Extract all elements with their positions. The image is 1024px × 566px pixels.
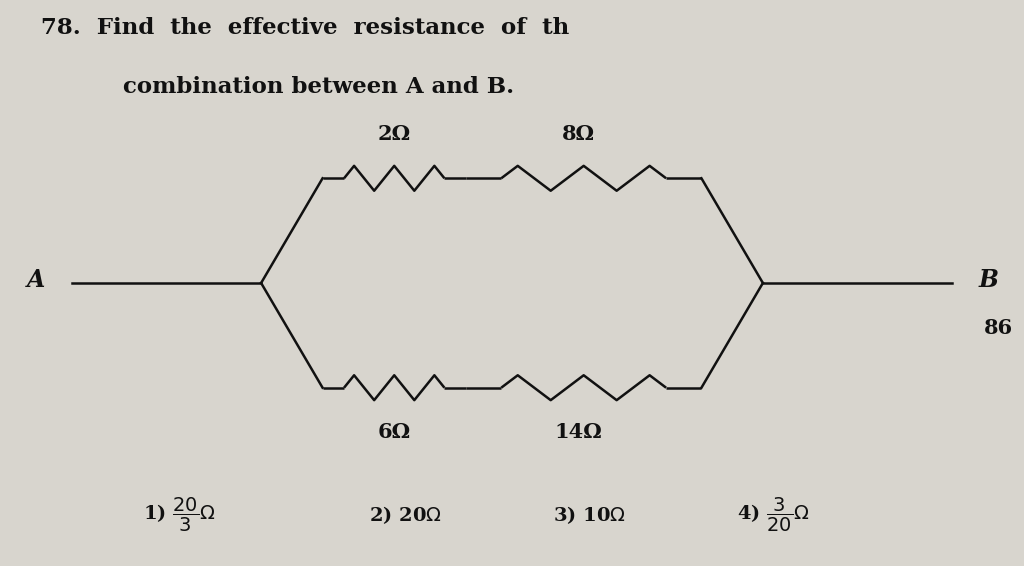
Text: 14Ω: 14Ω: [555, 422, 602, 441]
Text: combination between A and B.: combination between A and B.: [123, 76, 514, 98]
Text: 3) 10$\Omega$: 3) 10$\Omega$: [553, 504, 626, 526]
Text: 4) $\dfrac{3}{20}$$\Omega$: 4) $\dfrac{3}{20}$$\Omega$: [737, 496, 810, 534]
Text: 6Ω: 6Ω: [378, 422, 411, 441]
Text: 2Ω: 2Ω: [378, 125, 411, 144]
Text: B: B: [978, 268, 998, 292]
Text: 1) $\dfrac{20}{3}$$\Omega$: 1) $\dfrac{20}{3}$$\Omega$: [143, 496, 216, 534]
Text: 78.  Find  the  effective  resistance  of  th: 78. Find the effective resistance of th: [41, 17, 569, 39]
Text: 86: 86: [984, 318, 1013, 338]
Text: 2) 20$\Omega$: 2) 20$\Omega$: [369, 504, 441, 526]
Text: 8Ω: 8Ω: [562, 125, 595, 144]
Text: A: A: [27, 268, 45, 292]
